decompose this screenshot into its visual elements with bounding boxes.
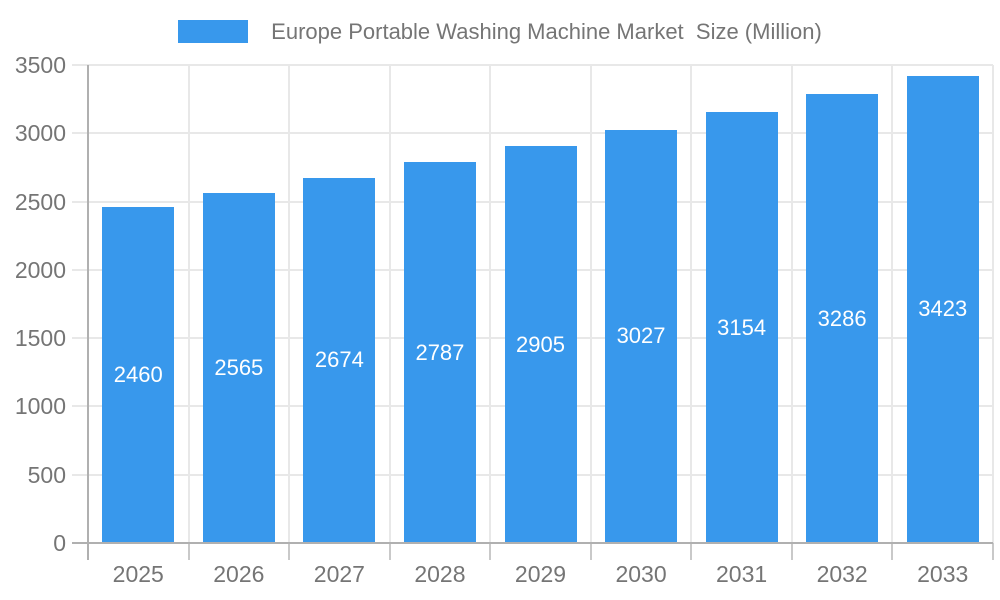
- legend-label: Europe Portable Washing Machine Market S…: [271, 19, 822, 44]
- y-gridline: [72, 132, 993, 135]
- x-tick-label: 2033: [917, 561, 969, 587]
- x-axis-tick: [589, 543, 592, 560]
- bar-value-label: 2674: [314, 347, 364, 373]
- x-tick-label: 2031: [716, 561, 768, 587]
- bar[interactable]: [605, 129, 678, 543]
- x-gridline: [891, 65, 894, 543]
- y-tick-label: 0: [53, 530, 66, 556]
- x-axis-tick: [388, 543, 391, 560]
- x-gridline: [187, 65, 190, 543]
- bar-value-label: 3154: [717, 314, 767, 340]
- bar-value-label: 2565: [214, 354, 264, 380]
- x-axis-tick: [992, 543, 994, 560]
- bar[interactable]: [403, 162, 476, 543]
- bar-value-label: 3423: [918, 296, 968, 322]
- bar-value-label: 2460: [113, 362, 163, 388]
- x-gridline: [489, 65, 492, 543]
- x-axis-tick: [288, 543, 291, 560]
- x-gridline: [690, 65, 693, 543]
- x-tick-label: 2026: [213, 561, 265, 587]
- y-tick-label: 500: [27, 461, 66, 488]
- y-axis-line: [87, 65, 89, 560]
- y-gridline: [72, 64, 993, 66]
- bar[interactable]: [102, 207, 175, 543]
- x-tick-label: 2028: [414, 561, 466, 587]
- x-axis-tick: [790, 543, 793, 560]
- x-tick-label: 2025: [112, 561, 164, 587]
- x-tick-label: 2032: [816, 561, 868, 587]
- y-tick-label: 3500: [14, 52, 66, 78]
- bar-value-label: 2905: [516, 331, 565, 357]
- x-axis-tick: [891, 543, 894, 560]
- bar-value-label: 3027: [616, 323, 666, 349]
- bar-value-label: 3286: [817, 305, 867, 331]
- bar[interactable]: [705, 112, 778, 543]
- bar[interactable]: [906, 75, 979, 543]
- x-axis-tick: [187, 543, 190, 560]
- x-gridline: [288, 65, 291, 543]
- x-axis-tick: [690, 543, 693, 560]
- bar[interactable]: [202, 192, 275, 543]
- bar[interactable]: [806, 94, 879, 543]
- y-tick-label: 1000: [14, 393, 66, 420]
- x-tick-label: 2029: [514, 561, 567, 587]
- bar[interactable]: [303, 177, 376, 543]
- x-gridline: [790, 65, 793, 543]
- bar-value-label: 2787: [415, 339, 465, 365]
- x-axis-line: [72, 542, 993, 544]
- x-axis-tick: [489, 543, 492, 560]
- legend-swatch: [178, 20, 249, 43]
- x-gridline: [589, 65, 592, 543]
- x-gridline: [992, 65, 994, 543]
- bar[interactable]: [504, 146, 577, 543]
- x-tick-label: 2027: [313, 561, 365, 587]
- y-tick-label: 1500: [14, 325, 66, 352]
- x-tick-label: 2030: [615, 561, 667, 587]
- legend[interactable]: Europe Portable Washing Machine Market S…: [0, 18, 1000, 45]
- y-tick-label: 2500: [14, 188, 66, 215]
- y-tick-label: 3000: [14, 120, 66, 147]
- x-gridline: [388, 65, 391, 543]
- y-tick-label: 2000: [14, 256, 66, 283]
